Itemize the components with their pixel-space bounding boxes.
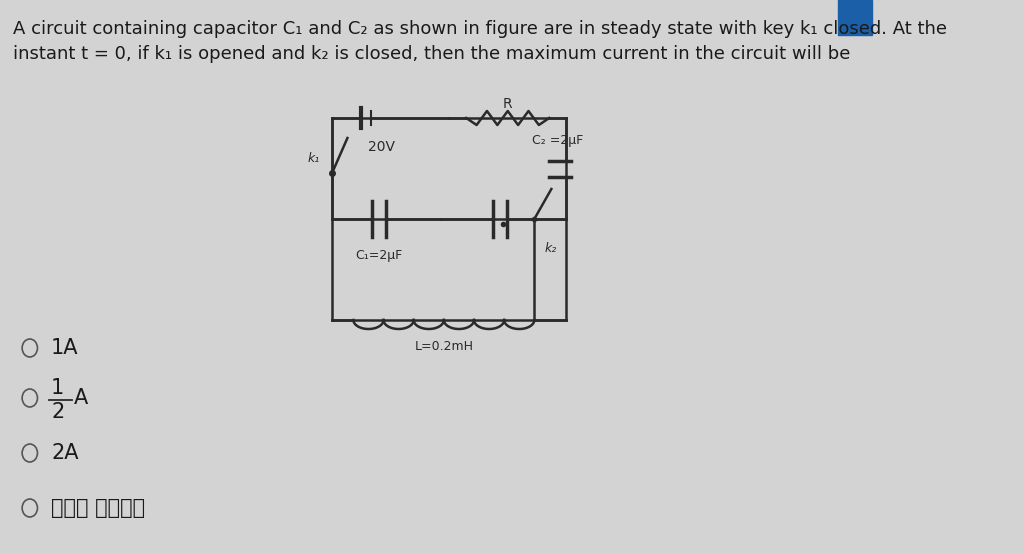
Text: 1A: 1A bbox=[51, 338, 79, 358]
Text: k₂: k₂ bbox=[545, 243, 557, 255]
Text: 2: 2 bbox=[51, 402, 65, 422]
Text: instant t = 0, if k₁ is opened and k₂ is closed, then the maximum current in the: instant t = 0, if k₁ is opened and k₂ is… bbox=[12, 45, 850, 63]
Text: 20V: 20V bbox=[368, 140, 395, 154]
Text: 1: 1 bbox=[51, 378, 65, 398]
Text: L=0.2mH: L=0.2mH bbox=[415, 340, 473, 353]
Text: A circuit containing capacitor C₁ and C₂ as shown in figure are in steady state : A circuit containing capacitor C₁ and C₂… bbox=[12, 20, 947, 38]
Text: C₁=2μF: C₁=2μF bbox=[355, 249, 402, 262]
Bar bbox=[838, 0, 872, 35]
Text: R: R bbox=[503, 97, 513, 111]
Text: C₂ =2μF: C₂ =2μF bbox=[532, 134, 584, 147]
Text: कोई नहीं: कोई नहीं bbox=[51, 498, 145, 518]
Text: A: A bbox=[74, 388, 88, 408]
Text: k₁: k₁ bbox=[307, 152, 319, 164]
Text: 2A: 2A bbox=[51, 443, 79, 463]
